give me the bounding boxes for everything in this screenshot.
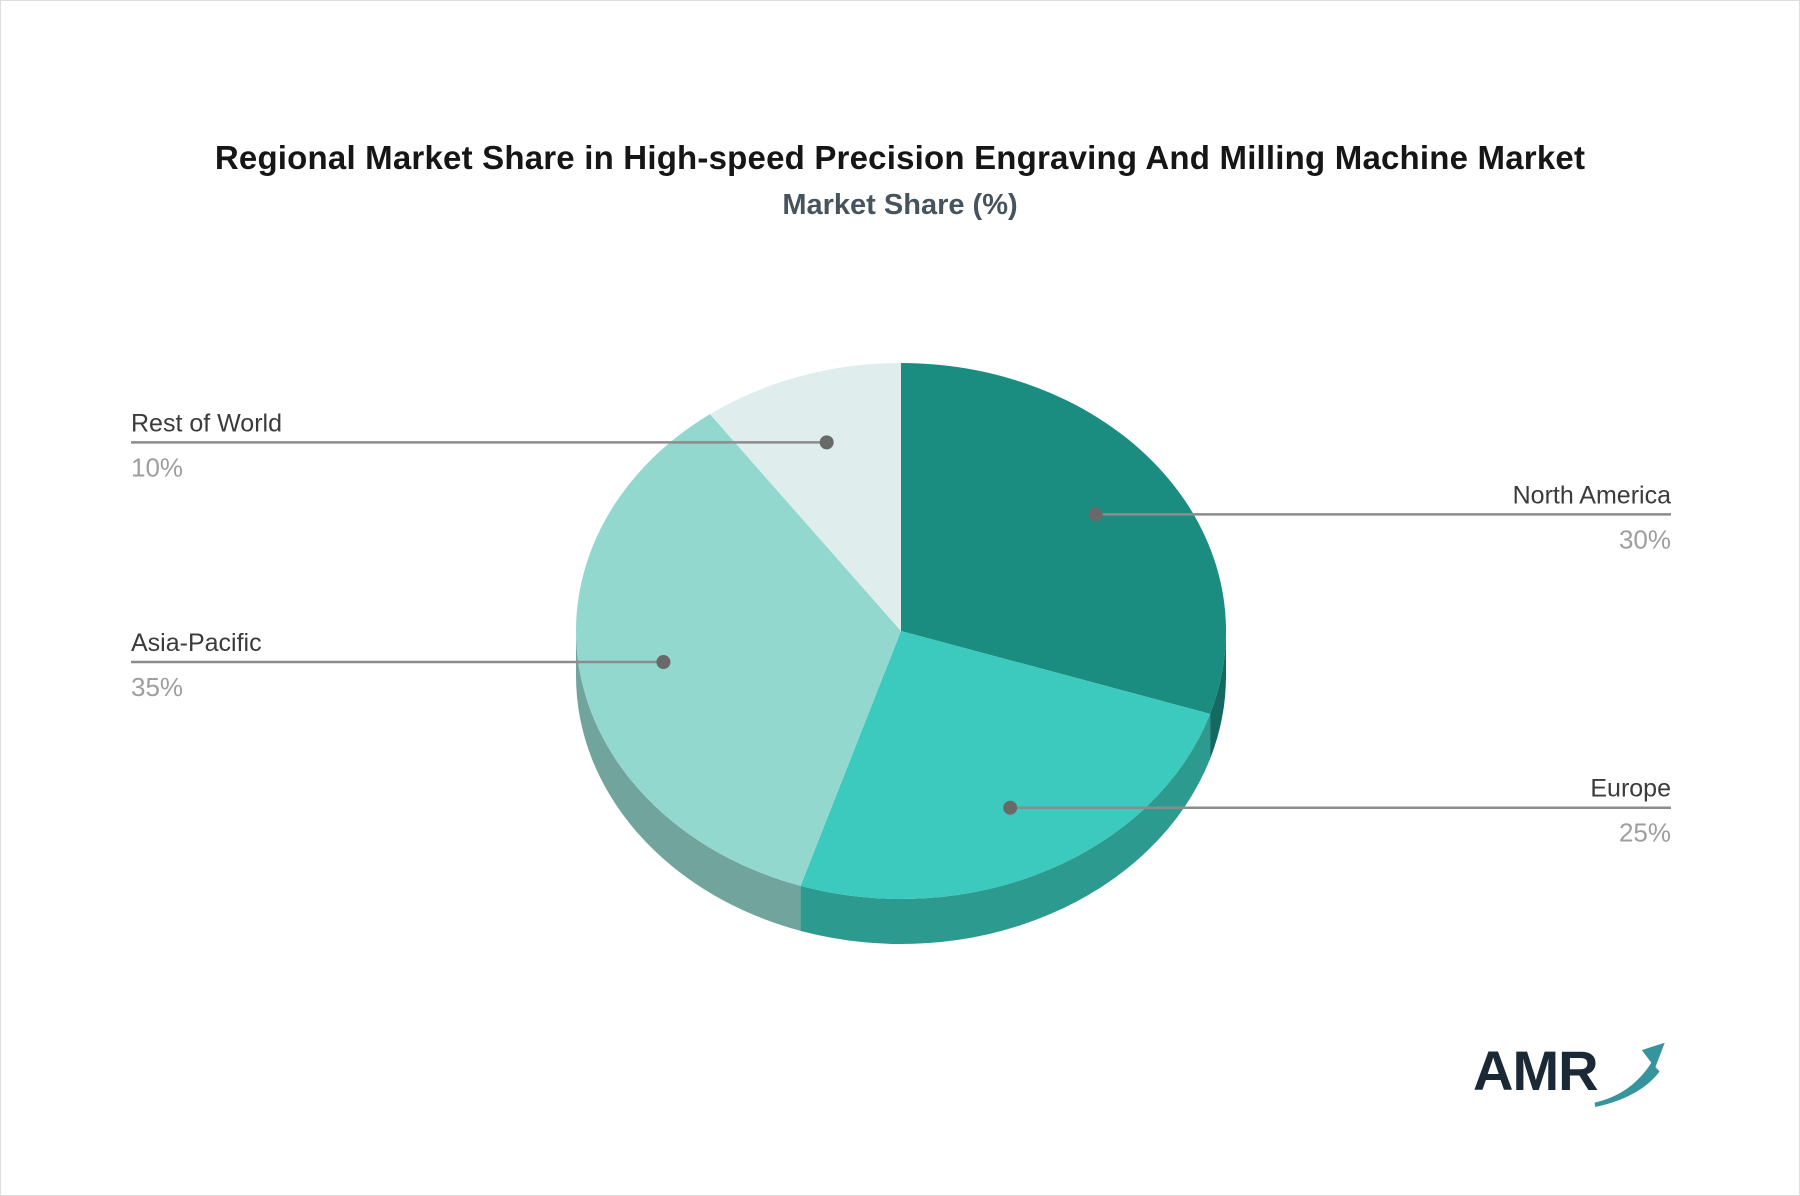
growth-arrow-icon: [1594, 1042, 1665, 1107]
pie-slice-rest-of-world[interactable]: [709, 363, 901, 631]
slice-label-europe: Europe: [1590, 775, 1671, 803]
slice-value-rest-of-world: 10%: [131, 452, 183, 482]
slice-label-north-america: North America: [1513, 481, 1671, 509]
slice-label-asia-pacific: Asia-Pacific: [131, 629, 262, 657]
pie-slice-asia-pacific[interactable]: [576, 414, 901, 886]
leader-dot-asia-pacific: [656, 655, 671, 670]
amr-logo: AMR: [1473, 1037, 1668, 1107]
pie-slice-wall-north-america: [1210, 631, 1226, 759]
pie-slice-north-america[interactable]: [901, 363, 1226, 714]
leader-dot-north-america: [1088, 507, 1103, 522]
chart-subtitle: Market Share (%): [782, 189, 1018, 221]
slice-label-rest-of-world: Rest of World: [131, 409, 282, 437]
slice-value-north-america: 30%: [1619, 524, 1671, 554]
slice-value-asia-pacific: 35%: [131, 672, 183, 702]
pie-slice-wall-europe: [800, 713, 1211, 944]
pie-slice-wall-asia-pacific: [576, 631, 801, 931]
pie-slice-europe[interactable]: [800, 631, 1211, 899]
chart-title: Regional Market Share in High-speed Prec…: [214, 139, 1586, 176]
leader-dot-europe: [1003, 800, 1018, 815]
slice-value-europe: 25%: [1619, 818, 1671, 848]
amr-logo-text: AMR: [1473, 1039, 1599, 1102]
leader-dot-rest-of-world: [819, 435, 834, 450]
